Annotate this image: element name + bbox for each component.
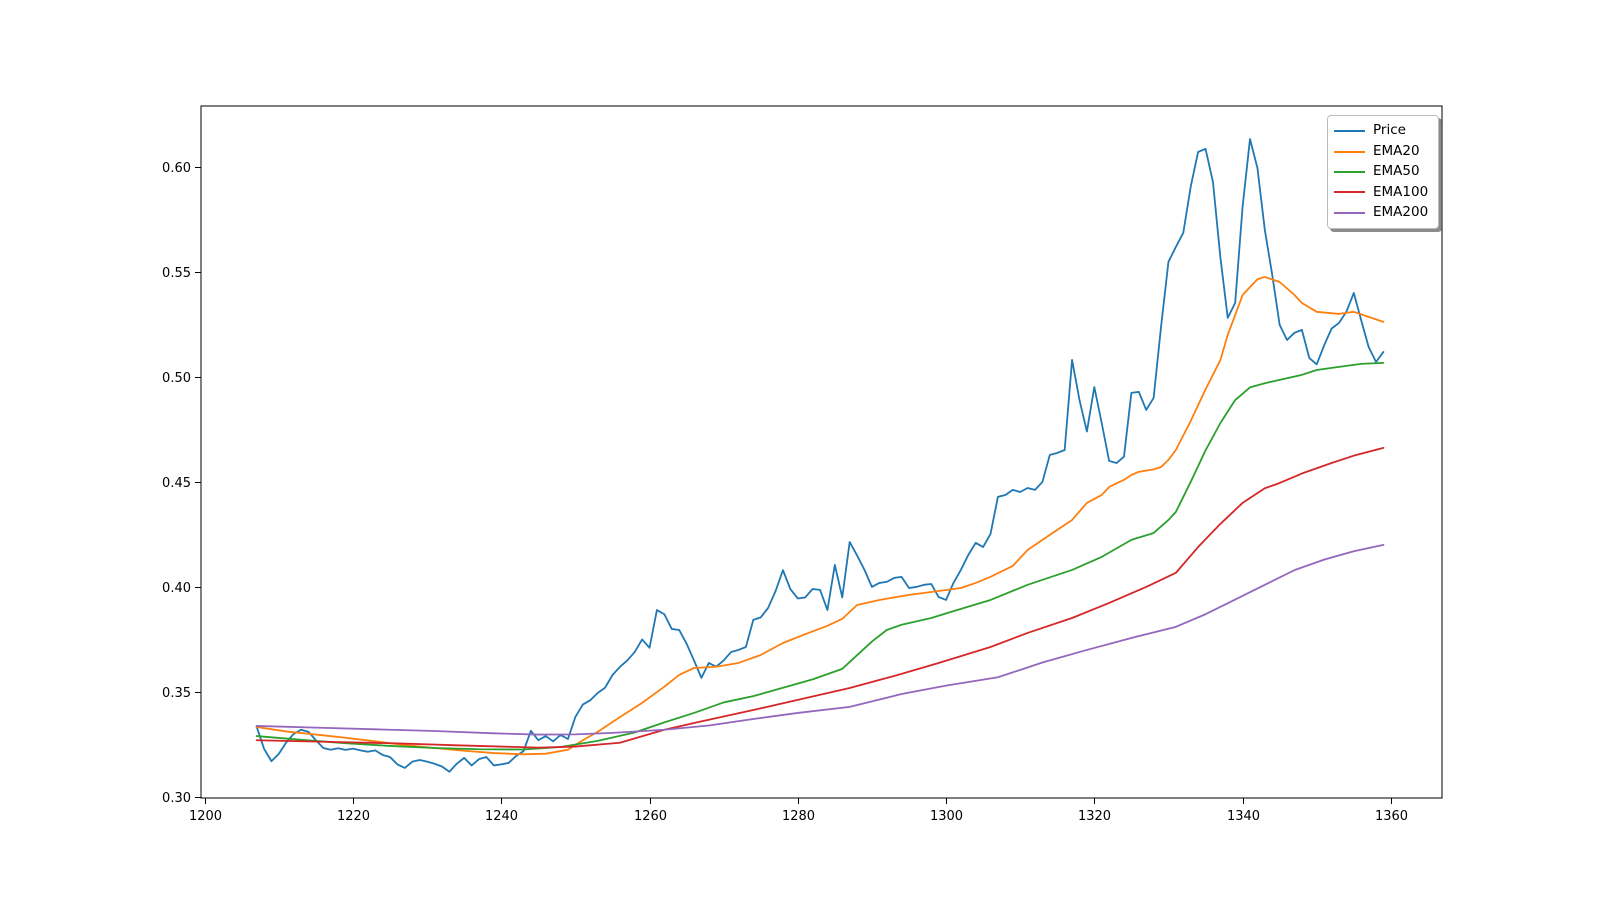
ema20-line-swatch: [1334, 150, 1365, 153]
x-tick-label: 1240: [485, 809, 518, 824]
legend-item-ema100: EMA100: [1334, 182, 1432, 202]
legend-item-price: Price: [1334, 121, 1432, 141]
ema50-line: [255, 361, 1385, 751]
legend-item-ema20: EMA20: [1334, 141, 1432, 161]
ema200-line-swatch: [1334, 211, 1365, 214]
ema200-line: [255, 544, 1385, 736]
legend-item-ema200: EMA200: [1334, 203, 1432, 223]
y-tick-label: 0.35: [162, 686, 191, 701]
legend: Price EMA20 EMA50 EMA100 EMA200: [1327, 115, 1439, 229]
y-tick-label: 0.45: [162, 476, 191, 491]
x-tick-label: 1320: [1078, 809, 1111, 824]
legend-item-ema50: EMA50: [1334, 162, 1432, 182]
legend-label: EMA50: [1373, 163, 1420, 180]
legend-label: EMA200: [1373, 204, 1429, 220]
y-tick-label: 0.40: [162, 581, 191, 596]
x-tick-label: 1340: [1227, 809, 1260, 824]
x-tick-label: 1220: [337, 809, 370, 824]
y-tick-label: 0.30: [162, 791, 191, 806]
legend-label: Price: [1373, 122, 1406, 139]
legend-label: EMA20: [1373, 142, 1420, 159]
plot-area: [200, 105, 1443, 799]
x-tick-label: 1360: [1375, 809, 1408, 824]
y-tick-label: 0.60: [162, 161, 191, 176]
ema20-line: [255, 276, 1385, 756]
price-line-swatch: [1334, 130, 1365, 133]
x-tick-label: 1200: [189, 809, 222, 824]
ema50-line-swatch: [1334, 170, 1365, 173]
legend-label: EMA100: [1373, 183, 1429, 200]
x-tick-label: 1300: [930, 809, 963, 824]
price-line: [255, 138, 1385, 773]
y-tick-label: 0.50: [162, 371, 191, 386]
ema100-line-swatch: [1334, 191, 1365, 194]
ema100-line: [255, 446, 1385, 749]
x-tick-label: 1280: [782, 809, 815, 824]
y-tick-label: 0.55: [162, 266, 191, 281]
x-tick-label: 1260: [634, 809, 667, 824]
